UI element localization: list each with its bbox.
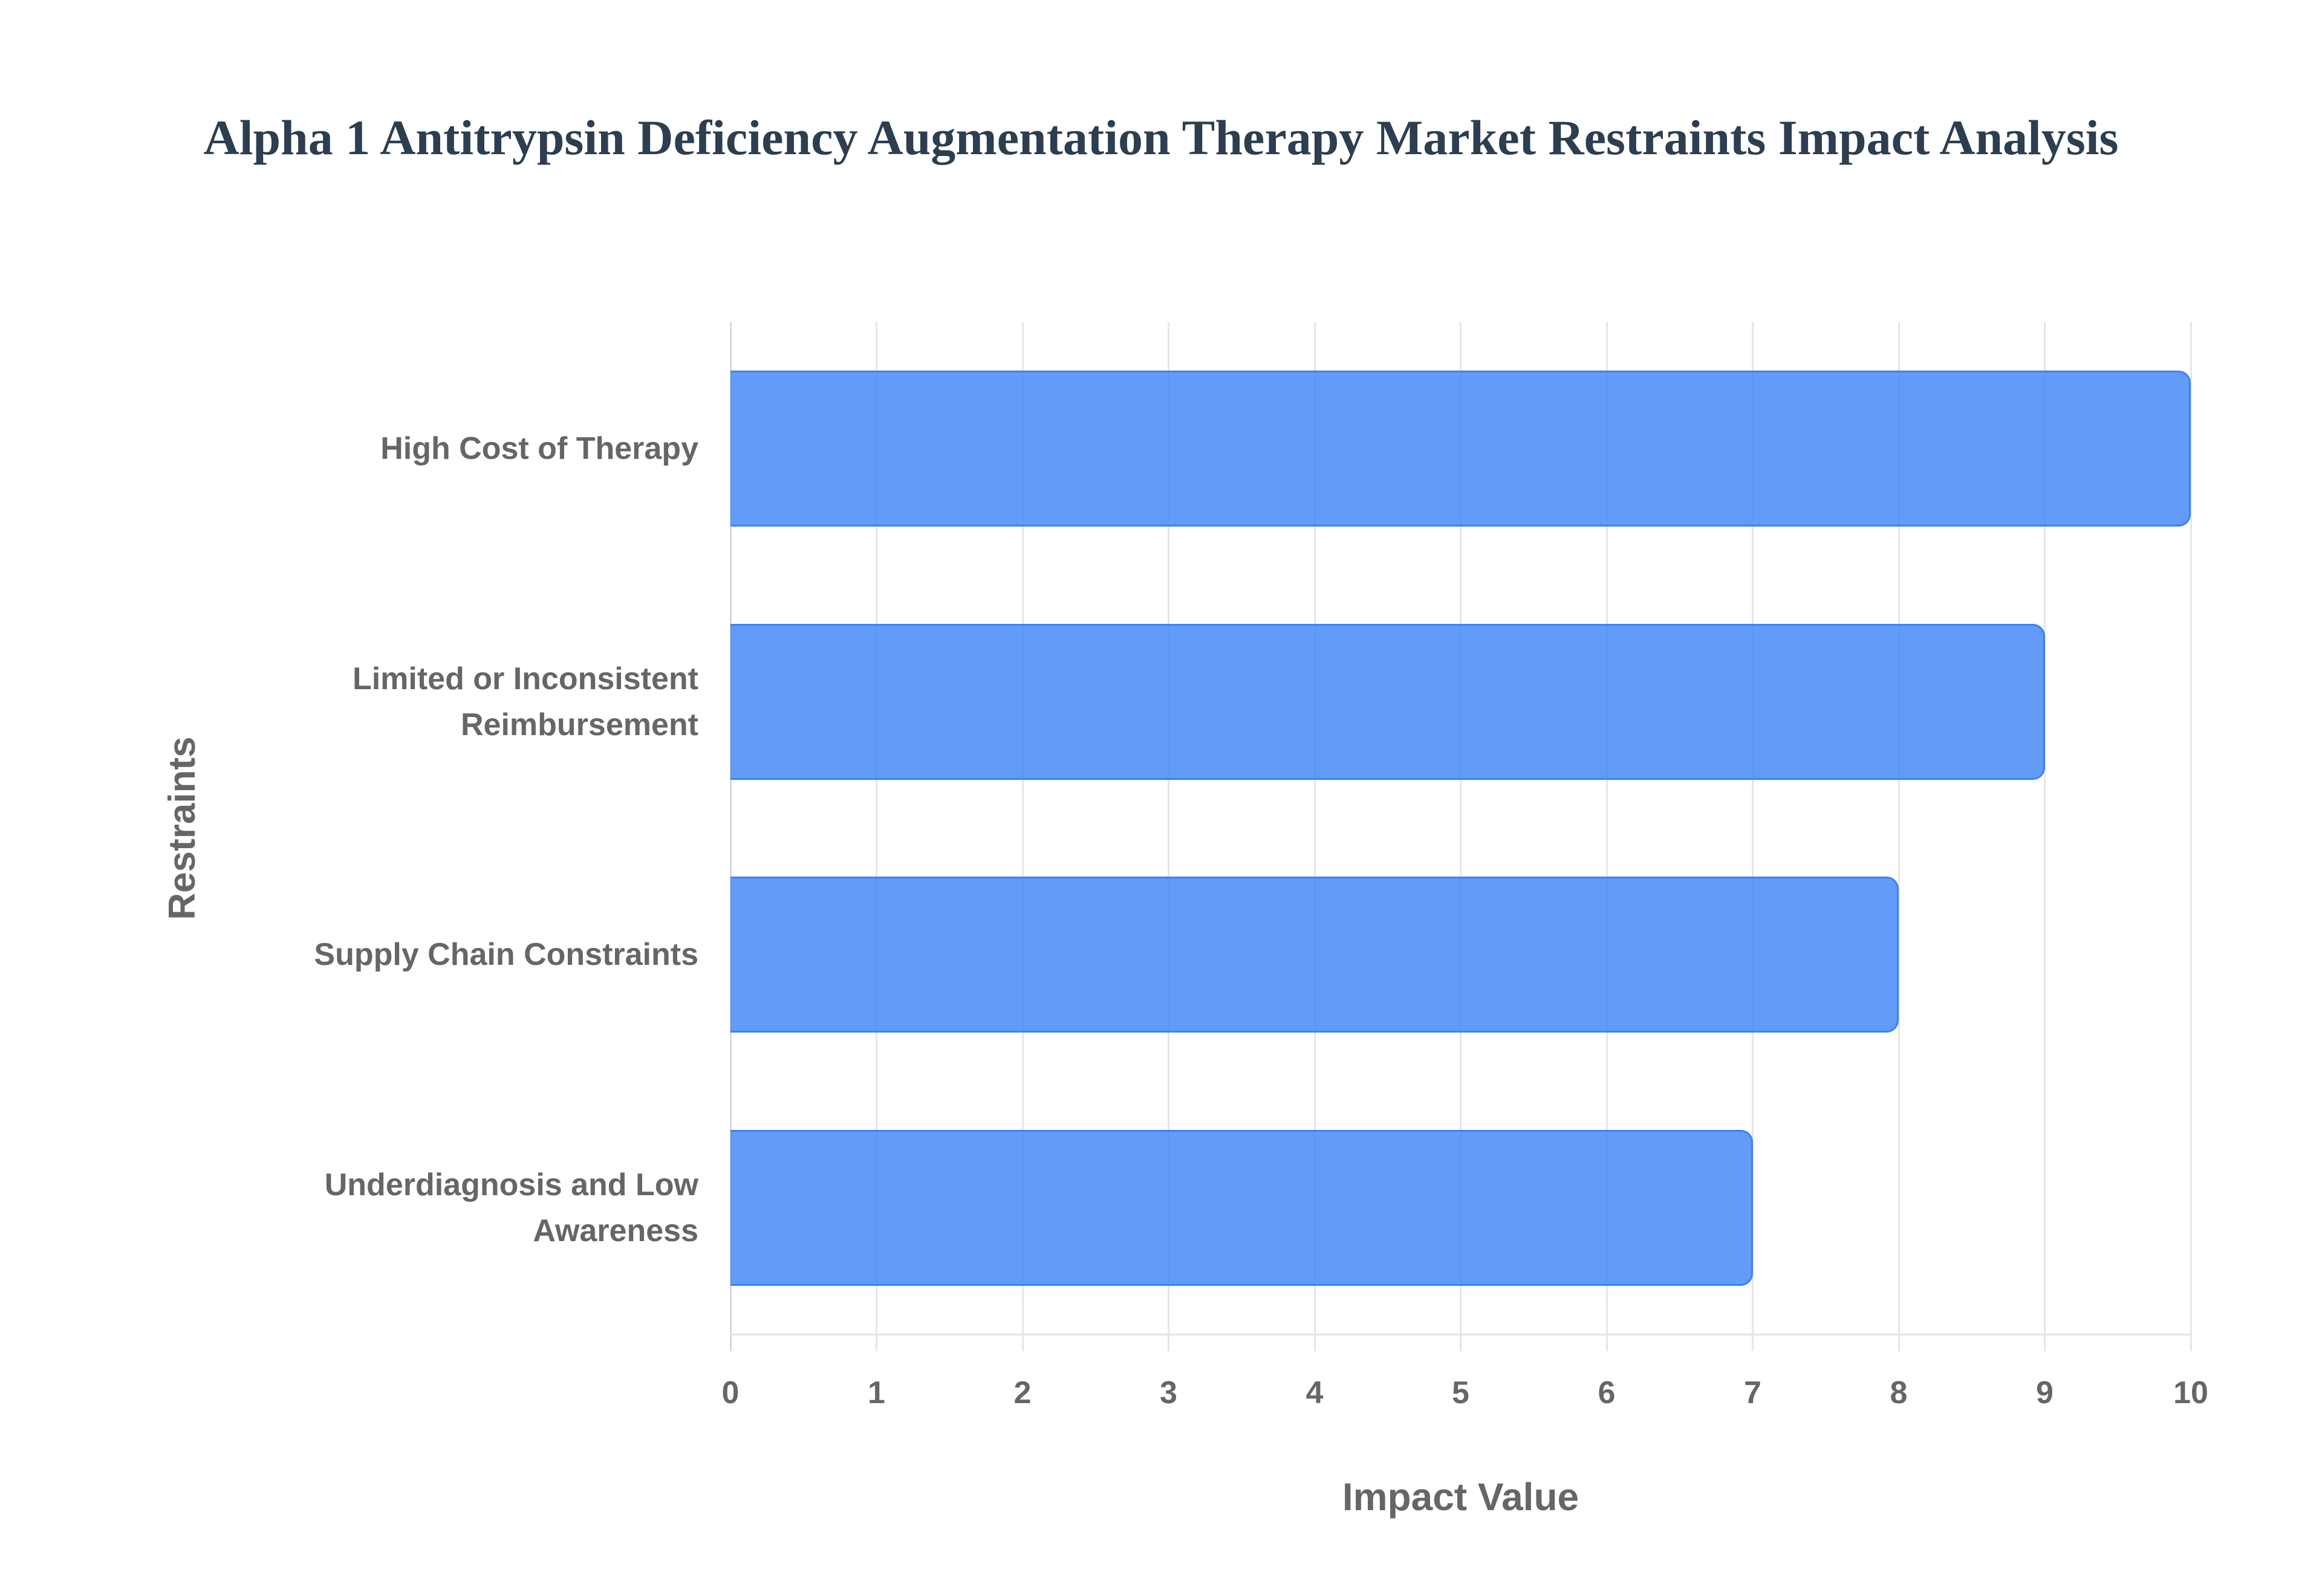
gridline [729, 322, 732, 1351]
x-tick-label: 5 [1452, 1375, 1469, 1410]
gridline [2044, 322, 2046, 1351]
plot-area [729, 322, 2192, 1351]
gridline [1752, 322, 1754, 1351]
gridline [1460, 322, 1462, 1351]
x-tick-label: 1 [868, 1375, 885, 1410]
bar[interactable] [730, 371, 2191, 527]
x-tick-label: 4 [1306, 1375, 1324, 1410]
y-tick-label: Underdiagnosis and Low Awareness [154, 1162, 698, 1254]
y-tick-label-line: Limited or Inconsistent [352, 661, 698, 696]
x-tick-label: 8 [1890, 1375, 1908, 1410]
x-tick-label: 0 [721, 1375, 740, 1410]
gridline [876, 322, 877, 1351]
y-tick-label-line: Reimbursement [461, 707, 698, 742]
x-axis-title: Impact Value [1342, 1475, 1579, 1519]
y-tick-label-line: Supply Chain Constraints [314, 937, 698, 973]
x-tick-label: 2 [1013, 1375, 1032, 1410]
bar[interactable] [730, 623, 2045, 780]
y-tick-label-line: High Cost of Therapy [380, 431, 698, 467]
x-tick-label: 3 [1160, 1375, 1177, 1410]
y-tick-label: Supply Chain Constraints [154, 932, 698, 978]
y-axis-title: Restraints [161, 736, 203, 920]
x-tick-label: 7 [1744, 1375, 1761, 1410]
chart-title: Alpha 1 Antitrypsin Deficiency Augmentat… [203, 110, 2119, 165]
gridline [1168, 322, 1169, 1351]
y-tick-label: High Cost of Therapy [154, 426, 698, 472]
bar[interactable] [730, 877, 1899, 1033]
x-axis-line [730, 1334, 2191, 1335]
y-tick-label-line: Underdiagnosis and Low [324, 1167, 698, 1202]
gridline [1605, 322, 1608, 1351]
bar[interactable] [730, 1129, 1753, 1286]
x-tick-label: 10 [2173, 1375, 2208, 1410]
y-tick-label: Limited or Inconsistent Reimbursement [154, 656, 698, 748]
gridline [1898, 322, 1900, 1351]
x-tick-label: 9 [2036, 1375, 2054, 1410]
y-tick-label-line: Awareness [533, 1213, 698, 1248]
gridline [1313, 322, 1316, 1351]
gridline [1021, 322, 1024, 1351]
x-tick-label: 6 [1598, 1375, 1616, 1410]
gridline [2190, 322, 2192, 1351]
